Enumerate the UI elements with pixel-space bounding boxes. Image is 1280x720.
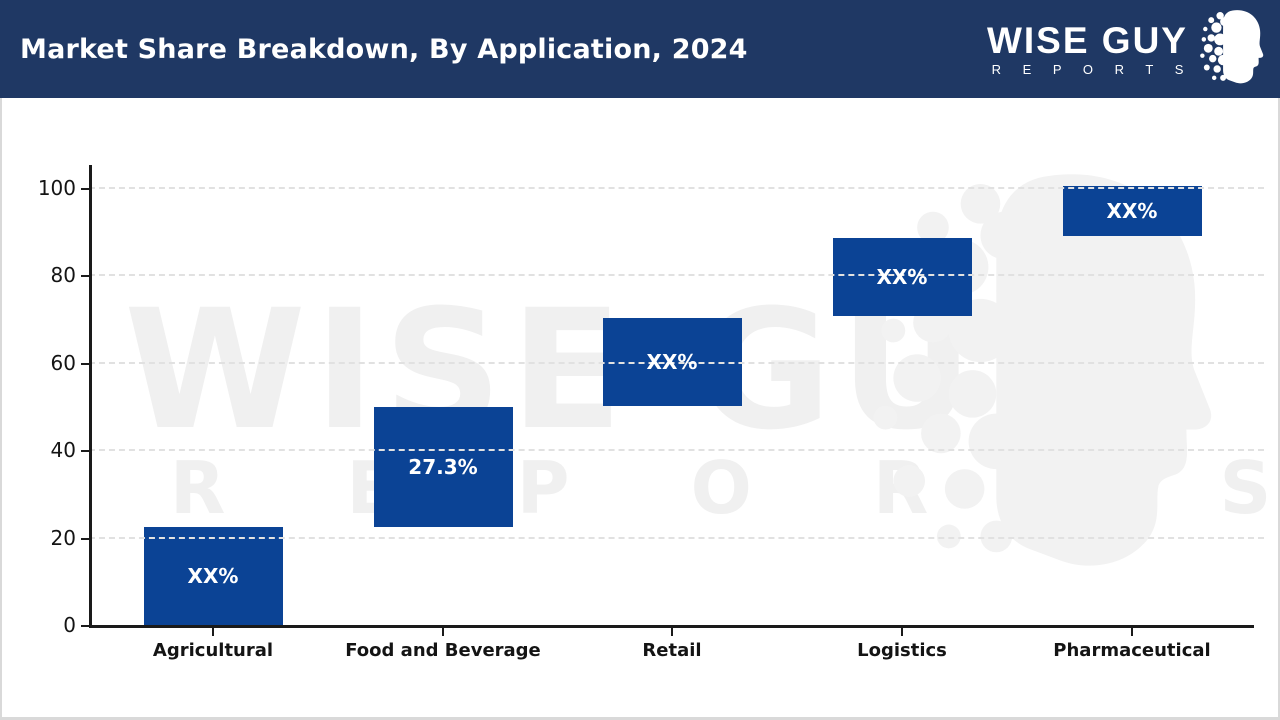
gridline-100	[89, 186, 1264, 189]
bar-food-and-beverage	[373, 407, 513, 527]
wiseguy-logo-name: WISE GUY	[986, 20, 1188, 61]
x-axis-line	[89, 625, 1254, 628]
y-tick-label: 100	[37, 175, 76, 200]
bar-value-label: XX%	[876, 264, 928, 289]
y-tick	[81, 625, 89, 627]
x-tick	[671, 627, 673, 636]
bar-agricultural	[143, 526, 283, 625]
x-category-label: Agricultural	[152, 640, 274, 661]
y-tick-label: 0	[63, 613, 76, 637]
y-axis-line	[89, 165, 92, 627]
gridline-40	[89, 449, 1264, 451]
x-category-label: Food and Beverage	[345, 640, 541, 661]
bar-value-label: XX%	[646, 350, 698, 375]
y-tick	[81, 362, 89, 365]
y-tick	[81, 537, 89, 540]
y-tick	[81, 187, 89, 190]
wiseguy-logo-sub: R E P O R T S	[991, 62, 1193, 77]
bar-chart: WISE GUY R E P O R T S XX%27.3%XX%XX%XX%…	[0, 98, 1280, 720]
x-tick	[1131, 627, 1133, 636]
y-tick-label: 40	[50, 438, 76, 462]
page-title: Market Share Breakdown, By Application, …	[20, 33, 748, 65]
gridline-60	[89, 361, 1264, 364]
x-tick	[212, 627, 214, 636]
bar-pharmaceutical	[1062, 185, 1202, 237]
gridline-20	[89, 536, 1264, 539]
wiseguy-logo-text: WISE GUY R E P O R T S	[987, 22, 1188, 76]
x-tick	[901, 627, 903, 636]
y-tick-label: 20	[50, 525, 76, 550]
report-header: Market Share Breakdown, By Application, …	[0, 0, 1280, 98]
y-tick-label: 80	[50, 263, 76, 287]
wiseguy-logo: WISE GUY R E P O R T S	[987, 8, 1266, 90]
bar-value-label: XX%	[1106, 198, 1158, 223]
y-tick	[81, 450, 89, 452]
x-category-label: Logistics	[857, 640, 947, 661]
x-category-label: Pharmaceutical	[1053, 640, 1211, 661]
gridline-80	[89, 274, 1264, 276]
bar-logistics	[832, 237, 972, 316]
x-tick	[442, 627, 444, 636]
bar-value-label: 27.3%	[408, 454, 478, 479]
x-category-label: Retail	[642, 640, 702, 661]
wiseguy-head-icon	[1200, 10, 1264, 84]
y-tick-label: 60	[50, 350, 76, 375]
bar-value-label: XX%	[187, 563, 239, 588]
y-tick	[81, 275, 89, 277]
